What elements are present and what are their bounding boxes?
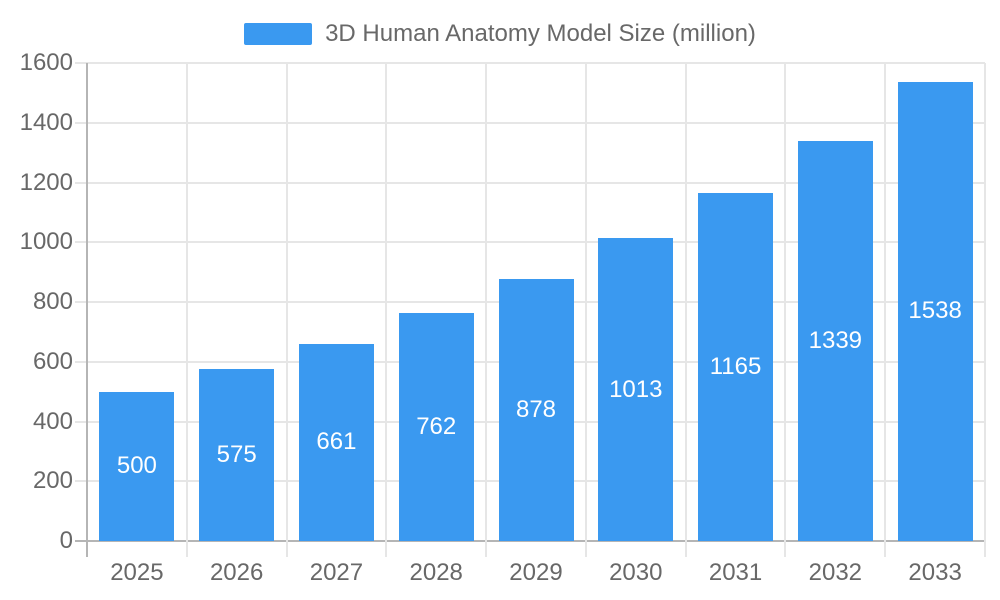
bar-value-label: 1165 <box>709 352 762 380</box>
bar[interactable] <box>498 278 574 541</box>
x-tick-label: 2032 <box>808 559 863 586</box>
x-tick-label: 2029 <box>509 559 563 586</box>
legend-item[interactable]: 3D Human Anatomy Model Size (million) <box>0 22 1000 46</box>
bar[interactable] <box>698 192 774 541</box>
bar[interactable] <box>598 238 674 541</box>
x-gridline <box>385 63 388 557</box>
bar-value-label: 878 <box>515 395 557 423</box>
y-tick-label: 1400 <box>19 108 73 136</box>
bar[interactable] <box>797 140 873 541</box>
y-tick-label: 600 <box>32 347 73 375</box>
x-gridline <box>884 63 887 557</box>
x-gridline <box>984 63 986 557</box>
y-gridline <box>75 540 985 542</box>
y-gridline <box>75 241 985 244</box>
x-gridline <box>485 63 488 557</box>
x-gridline <box>684 63 687 557</box>
y-tick-label: 1600 <box>19 49 73 76</box>
y-tick-label: 800 <box>32 288 73 315</box>
legend-swatch <box>244 23 313 45</box>
x-gridline <box>285 63 288 557</box>
bar-value-label: 575 <box>216 441 257 469</box>
bar-value-label: 1538 <box>908 297 962 325</box>
x-gridline <box>584 63 587 557</box>
x-tick-label: 2025 <box>110 559 164 586</box>
x-gridline <box>784 63 787 557</box>
y-tick-label: 200 <box>32 467 73 495</box>
bar[interactable] <box>199 369 275 541</box>
bar-value-label: 1339 <box>808 326 863 354</box>
y-gridline <box>75 62 985 64</box>
x-tick-label: 2031 <box>708 559 763 586</box>
bar[interactable] <box>897 81 973 541</box>
bar-value-label: 661 <box>316 428 357 456</box>
y-tick-label: 1000 <box>19 228 73 256</box>
y-tick-label: 400 <box>32 407 73 435</box>
x-gridline <box>185 63 188 557</box>
bar-value-label: 1013 <box>609 375 663 403</box>
x-tick-label: 2033 <box>908 559 962 586</box>
bar[interactable] <box>298 343 374 541</box>
bar[interactable] <box>99 391 175 541</box>
x-tick-label: 2028 <box>409 559 463 586</box>
y-axis-line <box>86 63 88 557</box>
legend-label: 3D Human Anatomy Model Size (million) <box>325 20 756 47</box>
y-gridline <box>75 121 985 124</box>
bar-value-label: 500 <box>116 452 157 480</box>
x-tick-label: 2027 <box>309 559 364 586</box>
y-gridline <box>75 181 985 184</box>
bar[interactable] <box>398 313 474 541</box>
bar-value-label: 762 <box>416 413 457 441</box>
x-tick-label: 2026 <box>209 559 264 586</box>
x-tick-label: 2030 <box>609 559 663 586</box>
y-tick-label: 0 <box>59 527 73 554</box>
y-tick-label: 1200 <box>19 168 73 196</box>
